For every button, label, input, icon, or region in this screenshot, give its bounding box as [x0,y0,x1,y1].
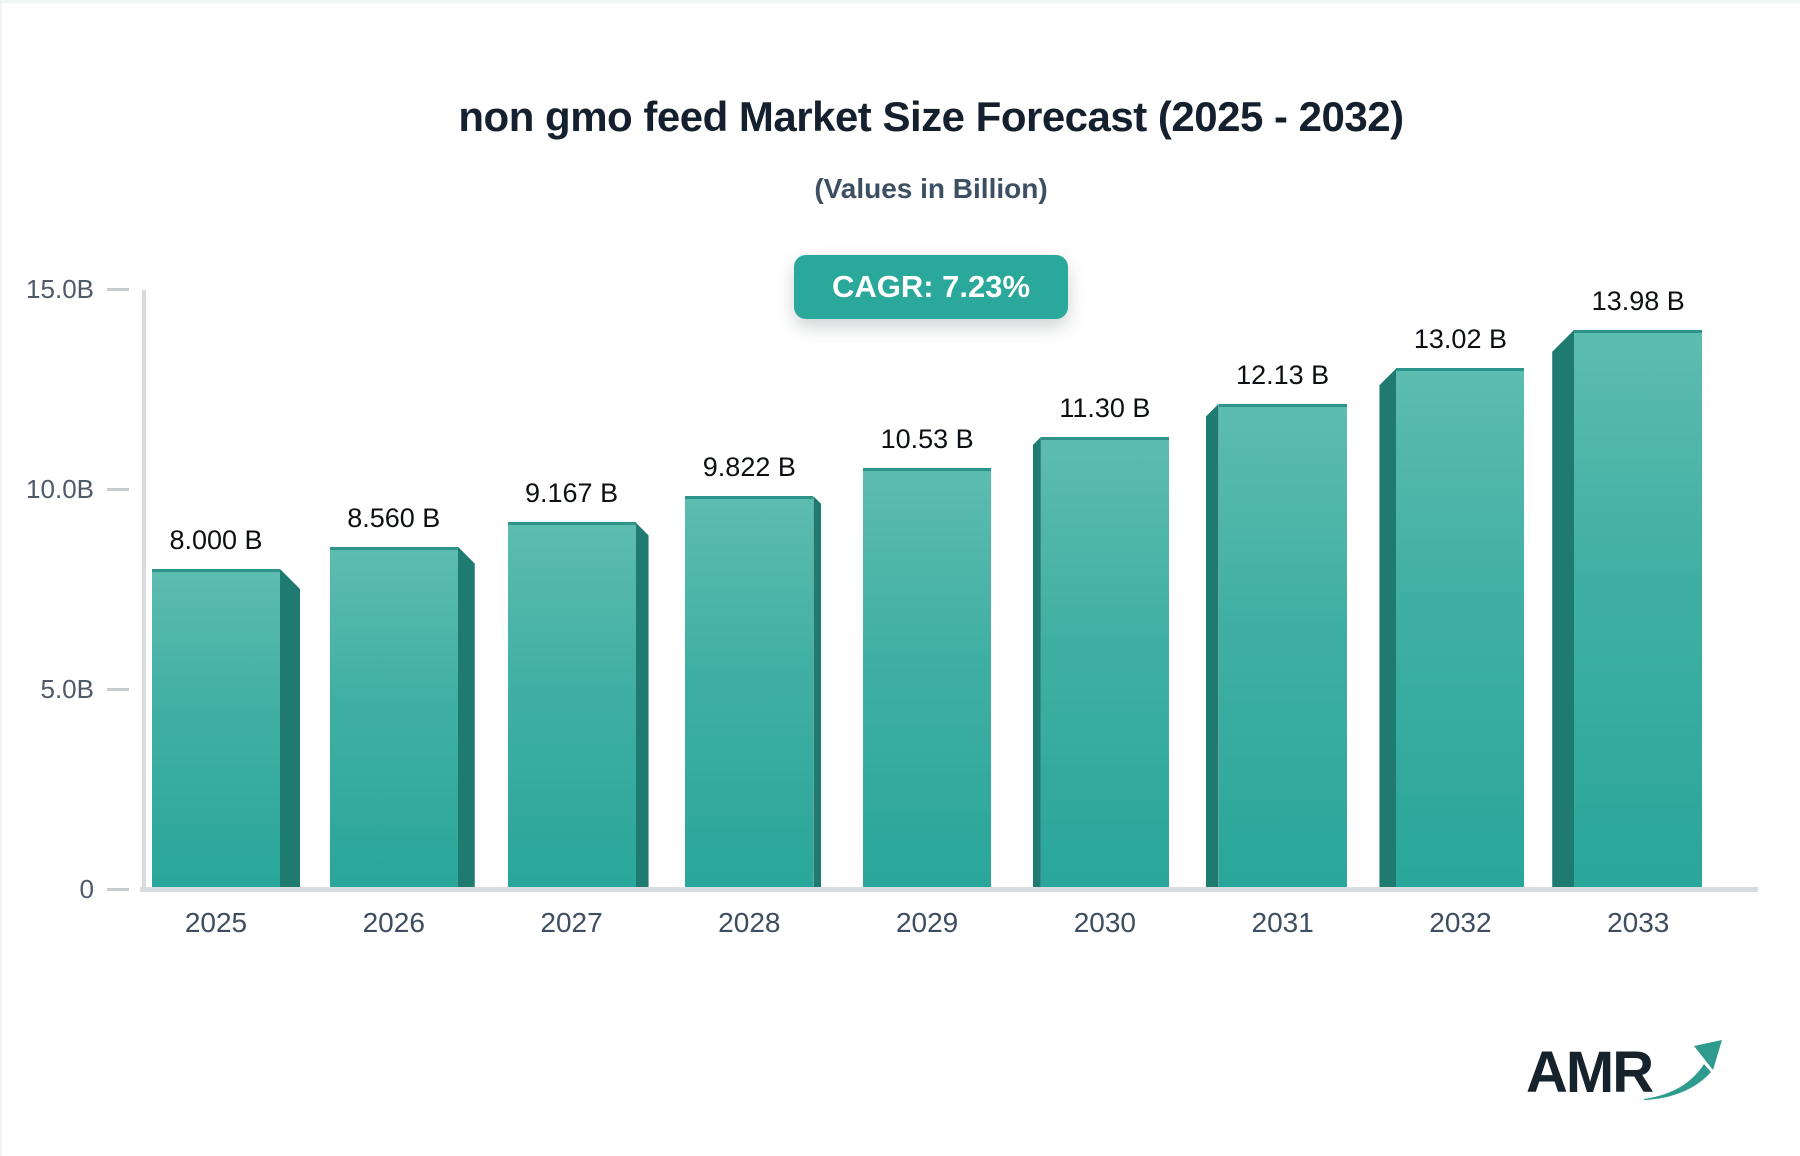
x-axis-label: 2027 [540,907,603,938]
cagr-badge: CAGR: 7.23% [793,255,1069,319]
bar-value-label: 9.822 B [702,452,796,483]
bar-value-label: 13.98 B [1591,285,1685,316]
bar-value-label: 8.560 B [347,502,441,533]
brand-logo: AMR [1526,1035,1726,1109]
bar-2025 [152,569,280,889]
bar-2029 [863,467,992,889]
y-axis-tick-label: 0 [79,874,94,904]
chart-subtitle: (Values in Billion) [814,173,1048,204]
bar-2032 [1396,368,1525,889]
bar-value-label: 13.02 B [1413,324,1507,355]
x-axis-line [140,887,1758,892]
bar-3d-side-2028 [813,496,822,889]
bar-2026 [329,546,458,889]
bar-value-label: 10.53 B [880,423,974,454]
bar-3d-side-2025 [280,569,300,889]
x-axis-label: 2029 [895,907,959,938]
x-axis-label: 2028 [718,907,781,938]
y-axis-tick-label: 10.0B [26,474,94,504]
bar-3d-side-2033 [1552,329,1575,889]
bar-3d-side-2032 [1379,368,1397,889]
trend-up-arrow-icon [1644,1040,1723,1100]
y-axis-tick-mark [107,488,129,491]
chart-title: non gmo feed Market Size Forecast (2025 … [458,93,1404,140]
x-axis-label: 2026 [362,907,425,938]
bar-value-label: 8.000 B [169,525,263,555]
bar-2028 [685,496,814,889]
bar-2030 [1040,437,1169,889]
bar-value-label: 9.167 B [525,478,619,509]
x-axis-label: 2032 [1429,907,1492,938]
x-axis-label: 2031 [1251,907,1314,938]
bar-value-label: 11.30 B [1059,393,1151,423]
bar-3d-side-2026 [457,546,475,889]
cagr-badge-row: CAGR: 7.23% [62,255,1800,319]
y-axis-tick-mark [107,688,129,691]
x-axis-label: 2025 [184,907,248,938]
x-axis-label: 2033 [1607,907,1670,938]
bar-2033 [1574,329,1703,889]
y-axis-tick-label: 5.0B [40,674,95,704]
bar-2027 [507,522,636,889]
bar-2031 [1218,403,1347,889]
bar-3d-side-2027 [635,522,649,889]
y-axis-tick-mark [107,288,129,291]
brand-logo-text: AMR [1526,1039,1654,1105]
x-axis-label: 2030 [1073,907,1137,938]
y-axis-tick-mark [107,888,129,891]
bar-3d-side-2031 [1205,403,1219,889]
y-axis-tick-label: 15.0B [26,274,94,304]
y-axis-line [142,290,146,890]
bar-value-label: 12.13 B [1236,359,1330,390]
bar-3d-side-2030 [1032,437,1041,889]
